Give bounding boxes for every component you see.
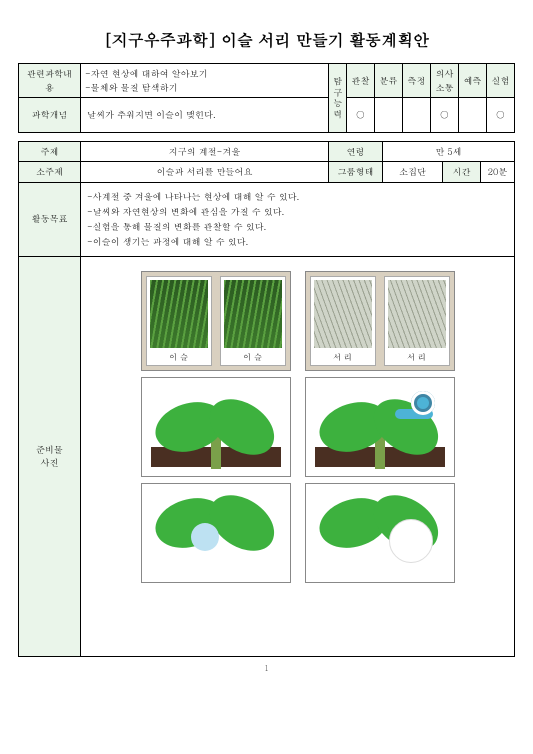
related-content-label: 관련과학내용 [19,64,81,98]
photo-label-dew: 이 슬 [147,351,211,365]
photo-label-frost: 서 리 [385,351,449,365]
skill-mark [375,98,403,133]
photo-leaf-snail [305,377,455,477]
materials-photos: 이 슬 이 슬 서 리 서 리 [81,256,515,656]
content-line: -물체와 물질 탐색하기 [85,81,324,95]
age-value: 만 5세 [382,141,514,162]
inquiry-skills-label: 탐구능력 [329,64,347,133]
subtopic-value: 이슬과 서리를 만들어요 [81,162,329,183]
skill-col: 예측 [459,64,487,98]
page-number: 1 [18,663,515,674]
group-value: 소집단 [382,162,442,183]
science-concept-label: 과학개념 [19,98,81,133]
objective-item: -사계절 중 겨울에 나타나는 현상에 대해 알 수 있다. [87,189,508,204]
photo-leaf-plain [141,377,291,477]
skill-mark [459,98,487,133]
photo-dew-cards: 이 슬 이 슬 [141,271,291,371]
photo-label-frost: 서 리 [311,351,375,365]
skill-col: 실험 [487,64,515,98]
skill-mark: ○ [431,98,459,133]
skill-mark [403,98,431,133]
objective-item: -실험을 통해 물질의 변화를 관찰할 수 있다. [87,219,508,234]
group-label: 그룹형태 [328,162,382,183]
objective-label: 활동목표 [19,182,81,256]
meta-table-1: 관련과학내용 -자연 현상에 대하여 알아보기 -물체와 물질 탐색하기 탐구능… [18,63,515,133]
science-concept-value: 날씨가 추워지면 이슬이 맺힌다. [81,98,329,133]
skill-mark: ○ [347,98,375,133]
skill-mark: ○ [487,98,515,133]
objective-item: -이슬이 생기는 과정에 대해 알 수 있다. [87,234,508,249]
skill-col: 측정 [403,64,431,98]
time-label: 시간 [442,162,480,183]
topic-value: 지구의 계절-겨울 [81,141,329,162]
photo-frost-cards: 서 리 서 리 [305,271,455,371]
objective-item: -날씨와 자연현상의 변화에 관심을 가질 수 있다. [87,204,508,219]
objective-list: -사계절 중 겨울에 나타나는 현상에 대해 알 수 있다. -날씨와 자연현상… [81,182,515,256]
skill-col: 관찰 [347,64,375,98]
page-title: [지구우주과학] 이슬 서리 만들기 활동계획안 [18,28,515,51]
photo-leaf-drop-small [141,483,291,583]
skill-col: 의사소통 [431,64,459,98]
photo-leaf-drop-large [305,483,455,583]
photo-grid: 이 슬 이 슬 서 리 서 리 [89,265,506,593]
content-line: -자연 현상에 대하여 알아보기 [85,67,324,81]
age-label: 연령 [328,141,382,162]
related-content-value: -자연 현상에 대하여 알아보기 -물체와 물질 탐색하기 [81,64,329,98]
skill-col: 분류 [375,64,403,98]
subtopic-label: 소주제 [19,162,81,183]
photo-label-dew: 이 슬 [221,351,285,365]
meta-table-2: 주제 지구의 계절-겨울 연령 만 5세 소주제 이슬과 서리를 만들어요 그룹… [18,141,515,657]
materials-label: 준비물 사진 [19,256,81,656]
time-value: 20분 [480,162,514,183]
topic-label: 주제 [19,141,81,162]
